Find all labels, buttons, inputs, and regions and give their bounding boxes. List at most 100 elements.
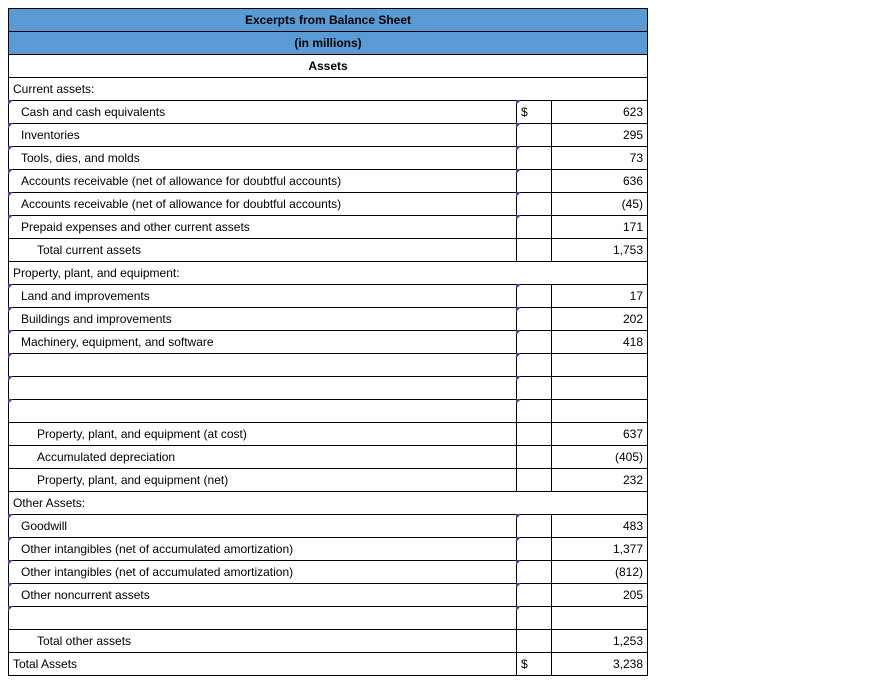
row-value: 17 xyxy=(552,285,648,308)
currency-symbol xyxy=(516,400,551,423)
row-label: Other Assets: xyxy=(9,492,648,515)
table-row: Inventories 295 xyxy=(9,124,648,147)
row-value: 3,238 xyxy=(552,653,648,676)
row-label xyxy=(9,377,517,400)
currency-symbol xyxy=(516,354,551,377)
table-row: Total current assets 1,753 xyxy=(9,239,648,262)
table-row: Property, plant, and equipment: xyxy=(9,262,648,285)
row-value: 1,753 xyxy=(552,239,648,262)
row-value: 295 xyxy=(552,124,648,147)
section-header: Assets xyxy=(9,55,648,78)
row-value: 171 xyxy=(552,216,648,239)
row-label: Other noncurrent assets xyxy=(9,584,517,607)
row-value: 205 xyxy=(552,584,648,607)
row-label: Total Assets xyxy=(9,653,517,676)
row-label: Tools, dies, and molds xyxy=(9,147,517,170)
table-row: Other intangibles (net of accumulated am… xyxy=(9,538,648,561)
table-row: Property, plant, and equipment (net) 232 xyxy=(9,469,648,492)
currency-symbol: $ xyxy=(516,101,551,124)
row-label xyxy=(9,354,517,377)
row-value: 232 xyxy=(552,469,648,492)
currency-symbol xyxy=(516,147,551,170)
currency-symbol xyxy=(516,285,551,308)
table-row: Other Assets: xyxy=(9,492,648,515)
row-value: 483 xyxy=(552,515,648,538)
table-subtitle: (in millions) xyxy=(9,32,648,55)
currency-symbol xyxy=(516,216,551,239)
row-label: Accumulated depreciation xyxy=(9,446,517,469)
currency-symbol xyxy=(516,561,551,584)
currency-symbol xyxy=(516,515,551,538)
row-value xyxy=(552,607,648,630)
currency-symbol xyxy=(516,308,551,331)
currency-symbol: $ xyxy=(516,653,551,676)
table-row: Total Assets$3,238 xyxy=(9,653,648,676)
row-value: 1,377 xyxy=(552,538,648,561)
row-label xyxy=(9,607,517,630)
table-title: Excerpts from Balance Sheet xyxy=(9,9,648,32)
row-label: Total other assets xyxy=(9,630,517,653)
row-value: 73 xyxy=(552,147,648,170)
currency-symbol xyxy=(516,423,551,446)
currency-symbol xyxy=(516,124,551,147)
row-label: Cash and cash equivalents xyxy=(9,101,517,124)
table-row: Total other assets 1,253 xyxy=(9,630,648,653)
row-label: Goodwill xyxy=(9,515,517,538)
currency-symbol xyxy=(516,584,551,607)
table-row: Tools, dies, and molds 73 xyxy=(9,147,648,170)
currency-symbol xyxy=(516,538,551,561)
row-value: (405) xyxy=(552,446,648,469)
table-row: Buildings and improvements 202 xyxy=(9,308,648,331)
table-row xyxy=(9,354,648,377)
row-label: Property, plant, and equipment: xyxy=(9,262,648,285)
row-value: 418 xyxy=(552,331,648,354)
table-row: Land and improvements 17 xyxy=(9,285,648,308)
row-label: Total current assets xyxy=(9,239,517,262)
row-label: Other intangibles (net of accumulated am… xyxy=(9,561,517,584)
row-label: Current assets: xyxy=(9,78,648,101)
row-value: 1,253 xyxy=(552,630,648,653)
row-label: Buildings and improvements xyxy=(9,308,517,331)
table-row: Other intangibles (net of accumulated am… xyxy=(9,561,648,584)
table-row: Cash and cash equivalents$623 xyxy=(9,101,648,124)
row-label: Inventories xyxy=(9,124,517,147)
row-label: Accounts receivable (net of allowance fo… xyxy=(9,193,517,216)
table-row: Accounts receivable (net of allowance fo… xyxy=(9,193,648,216)
row-value: 636 xyxy=(552,170,648,193)
row-label: Prepaid expenses and other current asset… xyxy=(9,216,517,239)
row-value xyxy=(552,377,648,400)
row-label: Accounts receivable (net of allowance fo… xyxy=(9,170,517,193)
table-row xyxy=(9,607,648,630)
currency-symbol xyxy=(516,377,551,400)
table-row: Current assets: xyxy=(9,78,648,101)
currency-symbol xyxy=(516,630,551,653)
currency-symbol xyxy=(516,446,551,469)
row-label: Property, plant, and equipment (net) xyxy=(9,469,517,492)
row-label: Machinery, equipment, and software xyxy=(9,331,517,354)
table-row xyxy=(9,400,648,423)
table-row: Machinery, equipment, and software 418 xyxy=(9,331,648,354)
row-value: 202 xyxy=(552,308,648,331)
currency-symbol xyxy=(516,607,551,630)
row-label: Property, plant, and equipment (at cost) xyxy=(9,423,517,446)
row-label xyxy=(9,400,517,423)
currency-symbol xyxy=(516,331,551,354)
table-row: Accumulated depreciation (405) xyxy=(9,446,648,469)
currency-symbol xyxy=(516,239,551,262)
table-row: Prepaid expenses and other current asset… xyxy=(9,216,648,239)
row-value: 623 xyxy=(552,101,648,124)
row-value xyxy=(552,354,648,377)
table-row xyxy=(9,377,648,400)
row-value: (812) xyxy=(552,561,648,584)
row-value: (45) xyxy=(552,193,648,216)
row-value: 637 xyxy=(552,423,648,446)
row-value xyxy=(552,400,648,423)
table-row: Goodwill 483 xyxy=(9,515,648,538)
currency-symbol xyxy=(516,193,551,216)
table-row: Other noncurrent assets 205 xyxy=(9,584,648,607)
row-label: Land and improvements xyxy=(9,285,517,308)
table-row: Accounts receivable (net of allowance fo… xyxy=(9,170,648,193)
currency-symbol xyxy=(516,469,551,492)
currency-symbol xyxy=(516,170,551,193)
row-label: Other intangibles (net of accumulated am… xyxy=(9,538,517,561)
